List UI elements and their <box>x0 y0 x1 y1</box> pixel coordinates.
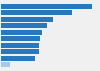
Bar <box>1 30 42 35</box>
Bar <box>1 17 53 22</box>
Bar <box>1 49 39 54</box>
Bar <box>1 56 35 61</box>
Bar <box>1 43 40 48</box>
Bar <box>1 4 92 9</box>
Bar <box>1 10 72 15</box>
Bar <box>1 36 41 41</box>
Bar <box>1 23 47 28</box>
Bar <box>1 62 10 67</box>
